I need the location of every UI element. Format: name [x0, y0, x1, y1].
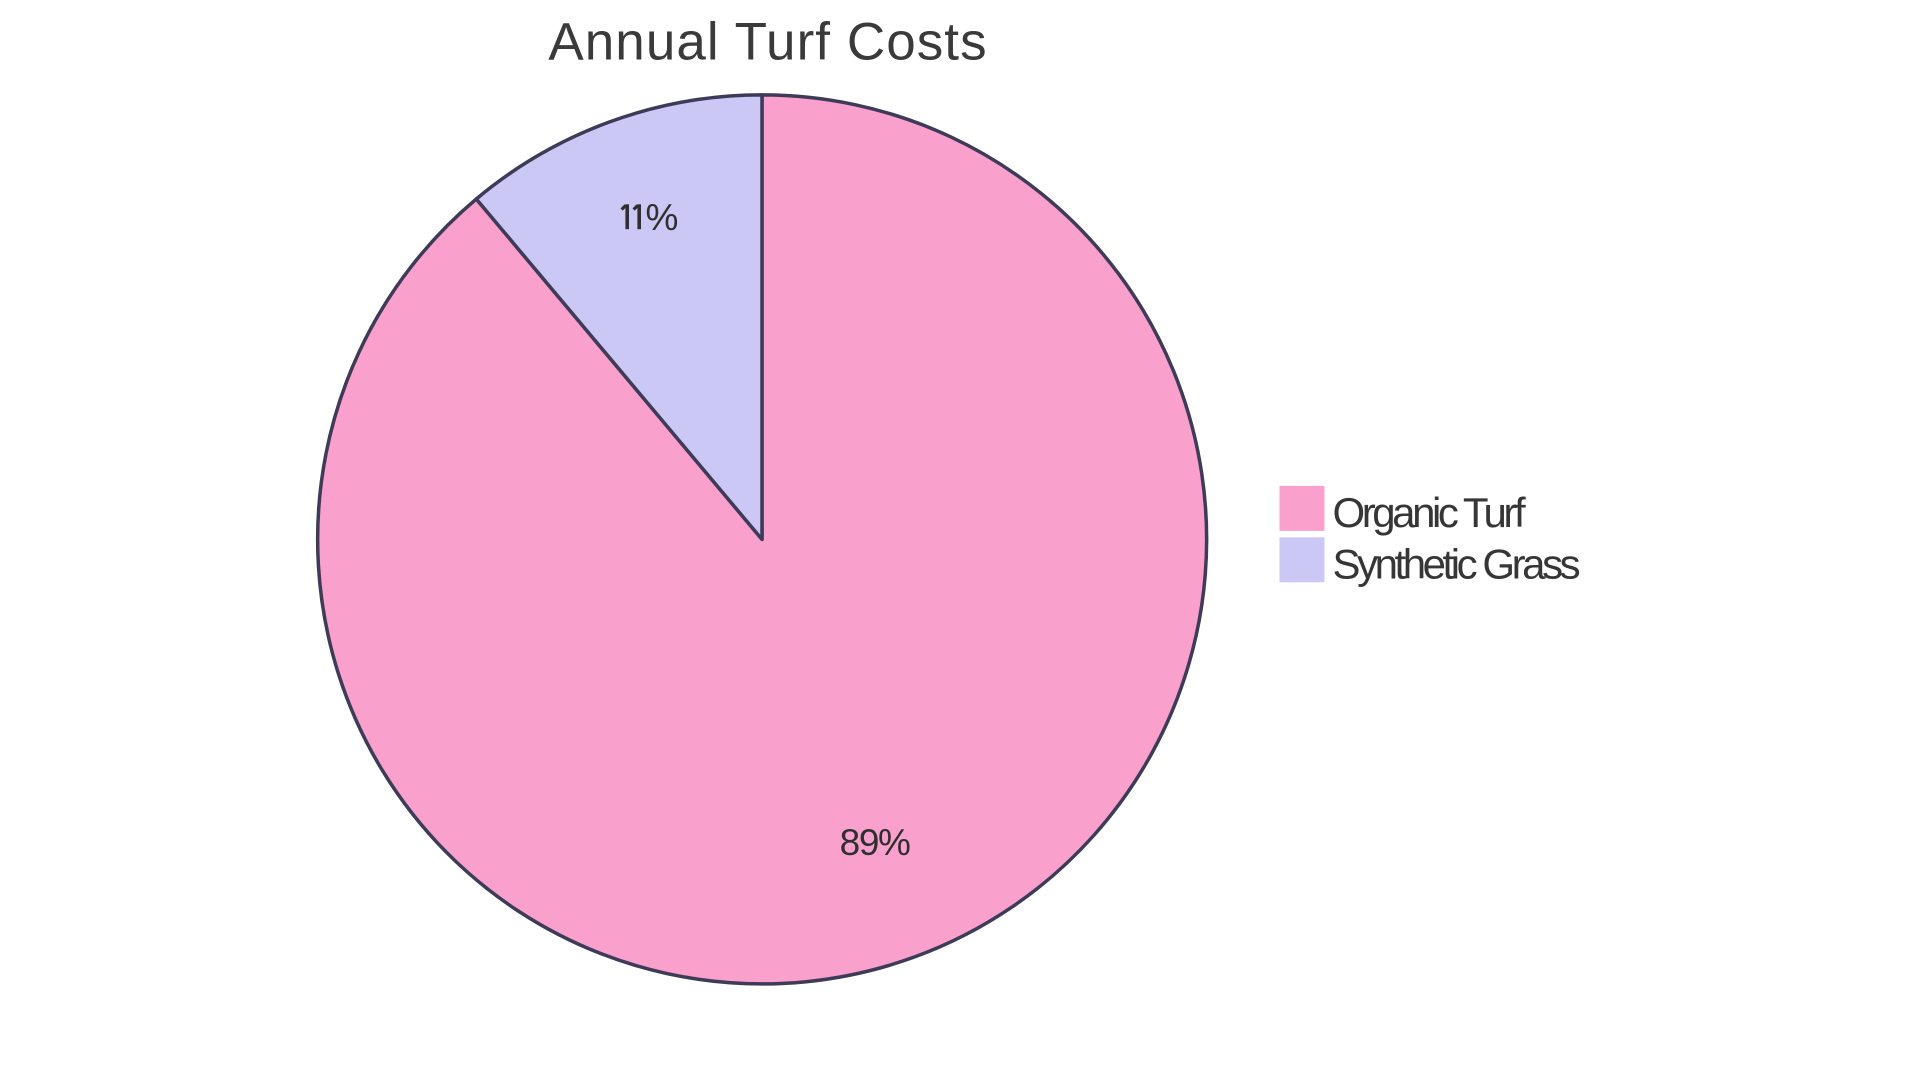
svg-text:%: %: [646, 197, 679, 238]
svg-text:Annual Turf Costs: Annual Turf Costs: [548, 13, 987, 72]
svg-text:Organic Turf: Organic Turf: [1333, 489, 1526, 536]
svg-text:Synthetic Grass: Synthetic Grass: [1333, 540, 1580, 587]
svg-text:89%: 89%: [840, 822, 910, 863]
